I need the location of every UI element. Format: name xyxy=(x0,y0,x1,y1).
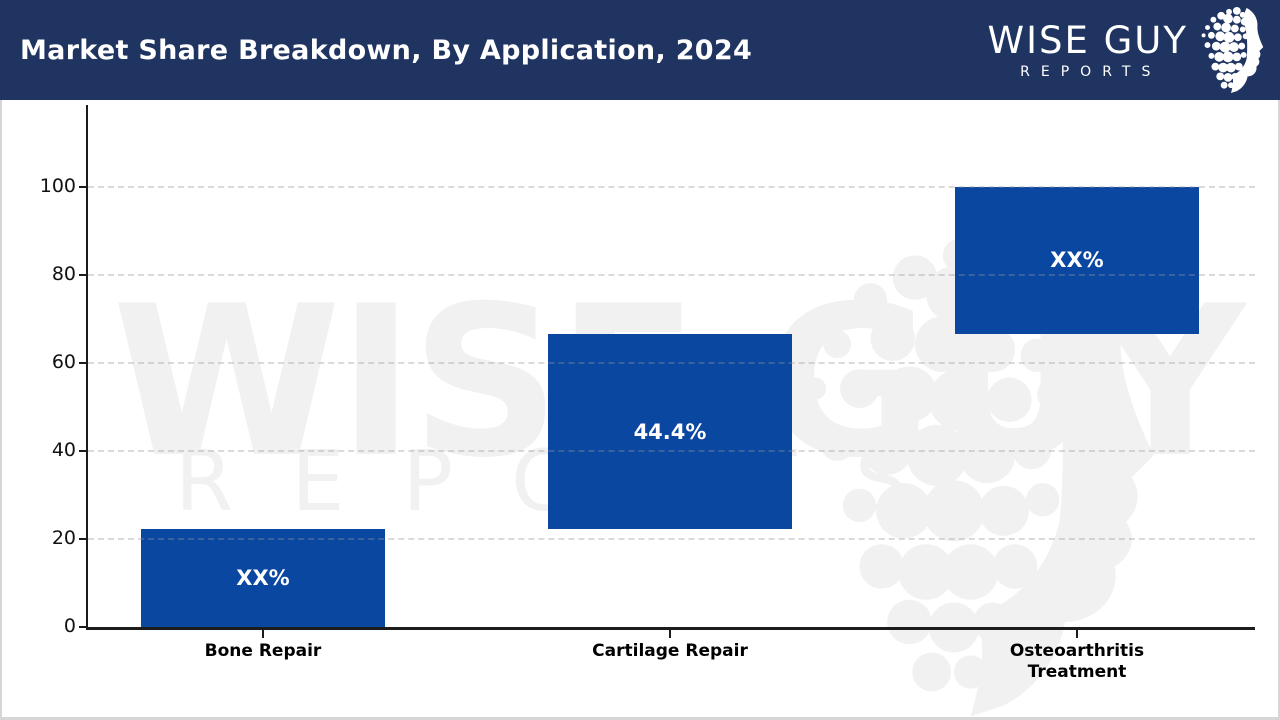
y-tick-label-20: 20 xyxy=(51,527,76,549)
header: Market Share Breakdown, By Application, … xyxy=(0,0,1280,100)
logo-head-icon xyxy=(1201,6,1264,94)
y-tick-mark-60 xyxy=(79,362,88,364)
category-label-osteoarthritis-treatment: Osteoarthritis Treatment xyxy=(1009,641,1145,683)
x-tick-mark-bone-repair xyxy=(262,630,264,638)
logo-wiseguy-label: WISE GUY xyxy=(987,18,1188,62)
wise-guy-logo: WISE GUY REPORTS xyxy=(988,6,1266,94)
market-share-chart: 0 20 40 60 80 100 XX% Bone Repair 44.4% Cartilage… xyxy=(0,100,1280,720)
x-axis-line xyxy=(86,627,1255,630)
y-tick-mark-100 xyxy=(79,186,88,188)
bar-cartilage-repair xyxy=(548,333,792,530)
logo-text: WISE GUY REPORTS xyxy=(988,22,1188,79)
gridline-60 xyxy=(88,362,1255,364)
gridline-100 xyxy=(88,186,1255,188)
y-tick-mark-0 xyxy=(79,626,88,628)
bar-bone-repair xyxy=(141,529,385,627)
y-axis-line xyxy=(86,105,88,629)
gridline-40 xyxy=(88,450,1255,452)
y-tick-label-100: 100 xyxy=(39,175,76,197)
category-label-cartilage-repair: Cartilage Repair xyxy=(592,641,748,661)
x-tick-mark-cartilage-repair xyxy=(669,630,671,638)
bar-value-label-bone-repair: XX% xyxy=(236,566,290,591)
y-tick-mark-40 xyxy=(79,450,88,452)
gridline-20 xyxy=(88,538,1255,540)
y-tick-label-0: 0 xyxy=(63,615,76,637)
gridline-80 xyxy=(88,274,1255,276)
x-tick-mark-osteoarthritis-treatment xyxy=(1076,630,1078,638)
y-tick-label-40: 40 xyxy=(51,439,76,461)
page-title: Market Share Breakdown, By Application, … xyxy=(20,34,753,66)
y-tick-label-80: 80 xyxy=(51,263,76,285)
bar-osteoarthritis-treatment xyxy=(955,187,1199,334)
bar-value-label-cartilage-repair: 44.4% xyxy=(633,419,707,444)
y-tick-label-60: 60 xyxy=(51,351,76,373)
category-label-bone-repair: Bone Repair xyxy=(204,641,322,661)
y-tick-mark-20 xyxy=(79,538,88,540)
y-tick-mark-80 xyxy=(79,274,88,276)
bar-value-label-osteoarthritis-treatment: XX% xyxy=(1050,248,1104,273)
logo-reports-label: REPORTS xyxy=(1020,63,1162,80)
